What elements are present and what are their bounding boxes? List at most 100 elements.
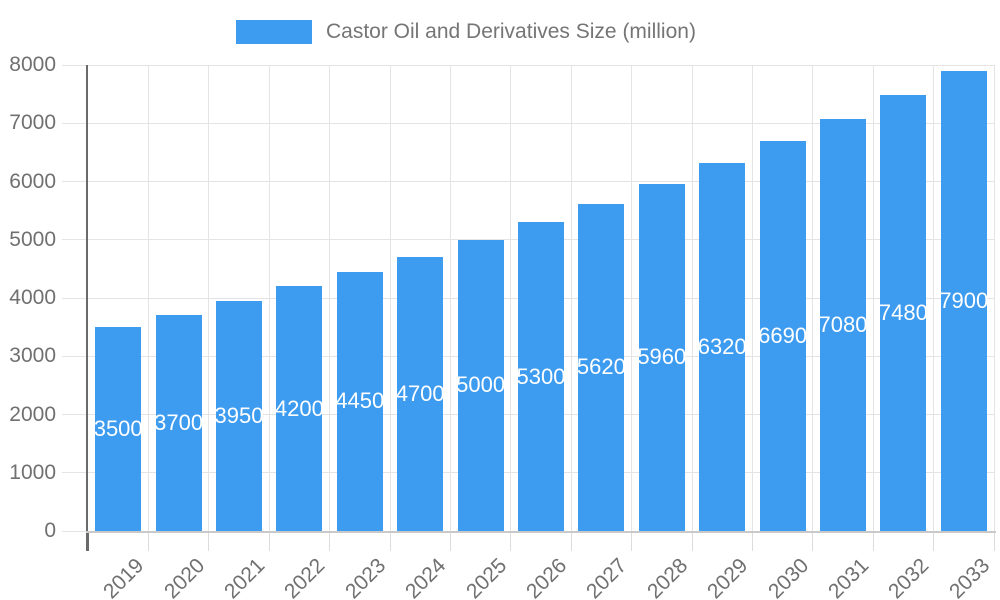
x-axis-tick	[570, 531, 572, 551]
x-axis-tick	[993, 531, 995, 551]
bar-2029[interactable]	[699, 162, 746, 531]
y-axis-tick	[62, 414, 87, 415]
x-axis-tick	[268, 531, 270, 551]
x-axis-label: 2025	[461, 554, 511, 600]
x-axis-tick	[329, 531, 331, 551]
bar-2021[interactable]	[216, 300, 262, 531]
bar-2030[interactable]	[759, 141, 806, 531]
x-axis-label: 2024	[401, 554, 451, 600]
x-gridline	[389, 65, 391, 531]
x-axis-tick	[87, 531, 89, 551]
x-gridline	[812, 65, 814, 531]
x-axis-label: 2029	[703, 554, 753, 600]
bar-2032[interactable]	[880, 95, 927, 531]
x-axis-tick	[812, 531, 814, 551]
y-axis-label: 5000	[9, 227, 56, 251]
bar-value-label: 4700	[395, 381, 445, 407]
x-axis-label: 2022	[280, 554, 330, 600]
y-axis-label: 6000	[9, 169, 56, 193]
y-axis-tick	[62, 64, 87, 66]
bar-value-label: 6690	[758, 323, 808, 349]
x-axis-label: 2019	[99, 554, 149, 600]
x-axis-tick	[147, 531, 149, 551]
y-axis-tick	[62, 355, 87, 357]
y-axis-label: 4000	[9, 286, 56, 309]
bar-value-label: 6320	[697, 333, 747, 359]
x-gridline	[449, 65, 451, 531]
x-axis-label: 2021	[219, 554, 270, 600]
bar-2023[interactable]	[336, 271, 383, 531]
x-axis-label: 2027	[582, 554, 632, 600]
bar-value-label: 5620	[576, 354, 626, 380]
x-gridline	[510, 65, 512, 531]
bar-value-label: 4200	[274, 395, 324, 421]
y-gridline	[88, 64, 994, 66]
x-axis-label: 2031	[823, 554, 874, 600]
y-axis-tick	[62, 472, 87, 474]
y-axis-label: 1000	[9, 460, 56, 484]
y-axis-label: 8000	[9, 53, 56, 76]
x-gridline	[208, 65, 210, 531]
x-axis-tick	[933, 531, 935, 551]
bar-value-label: 5300	[516, 363, 566, 389]
x-gridline	[691, 65, 693, 531]
x-axis-tick	[751, 531, 753, 551]
y-axis-line	[86, 65, 88, 551]
bar-value-label: 5000	[456, 372, 506, 398]
bar-2027[interactable]	[578, 203, 625, 531]
y-axis-label: 2000	[9, 402, 56, 426]
x-gridline	[570, 65, 572, 531]
x-gridline	[147, 65, 149, 531]
bar-2028[interactable]	[638, 183, 685, 531]
y-axis-label: 7000	[9, 111, 56, 135]
y-axis-tick	[62, 297, 87, 299]
bar-value-label: 3700	[154, 410, 204, 436]
x-gridline	[993, 65, 995, 531]
x-axis-label: 2028	[642, 554, 693, 600]
x-axis-line	[86, 531, 996, 533]
x-axis-tick	[631, 531, 633, 551]
x-axis-label: 2033	[944, 554, 995, 600]
bar-2024[interactable]	[397, 257, 444, 531]
y-axis-tick	[62, 181, 87, 182]
legend-marker	[236, 20, 312, 44]
y-axis-label: 0	[44, 519, 56, 542]
y-axis-tick	[62, 122, 87, 124]
bar-value-label: 5960	[637, 344, 687, 370]
x-axis-tick	[872, 531, 874, 551]
legend-item[interactable]: Castor Oil and Derivatives Size (million…	[236, 18, 696, 46]
x-gridline	[268, 65, 270, 531]
bar-2020[interactable]	[155, 315, 202, 531]
x-gridline	[631, 65, 633, 531]
x-axis-label: 2020	[159, 554, 209, 600]
x-axis-tick	[449, 531, 451, 551]
y-gridline	[88, 122, 994, 124]
bar-2022[interactable]	[276, 286, 323, 531]
x-gridline	[751, 65, 753, 531]
y-axis-tick	[62, 530, 87, 532]
x-axis-tick	[510, 531, 512, 551]
bar-2026[interactable]	[518, 222, 564, 531]
x-gridline	[329, 65, 331, 531]
y-gridline	[88, 181, 994, 182]
y-axis-label: 3000	[9, 344, 56, 368]
bar-value-label: 7080	[818, 311, 868, 337]
bar-value-label: 3950	[214, 402, 264, 428]
x-gridline	[933, 65, 935, 531]
bar-2019[interactable]	[95, 327, 142, 531]
legend-label: Castor Oil and Derivatives Size (million…	[326, 20, 696, 43]
bar-value-label: 7900	[939, 287, 989, 313]
x-axis-tick	[208, 531, 210, 551]
bar-2031[interactable]	[820, 118, 866, 531]
x-axis-label: 2026	[521, 554, 572, 600]
x-axis-tick	[691, 531, 693, 551]
bar-2025[interactable]	[457, 239, 504, 531]
y-axis-tick	[62, 239, 87, 241]
bar-value-label: 4450	[335, 388, 385, 414]
x-axis-label: 2032	[884, 554, 934, 600]
x-axis-tick	[389, 531, 391, 551]
bar-2033[interactable]	[940, 70, 987, 531]
x-axis-label: 2023	[340, 554, 391, 600]
